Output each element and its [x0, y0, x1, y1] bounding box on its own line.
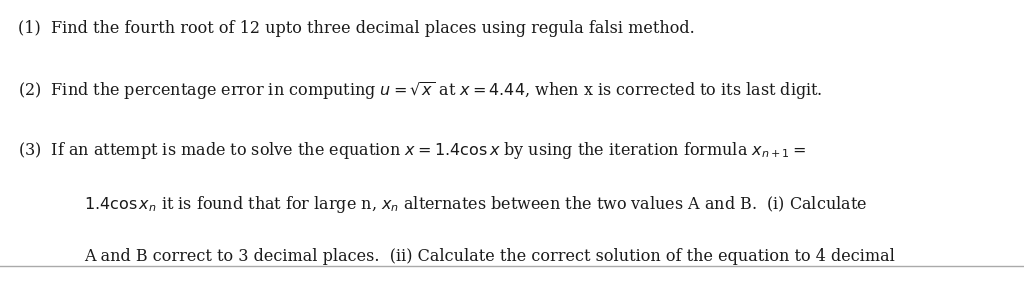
Text: (2)  Find the percentage error in computing $u = \sqrt{x}$ at $x = 4.44$, when x: (2) Find the percentage error in computi… [18, 80, 823, 102]
Text: (3)  If an attempt is made to solve the equation $x = 1.4\cos x$ by using the it: (3) If an attempt is made to solve the e… [18, 140, 807, 161]
Text: A and B correct to 3 decimal places.  (ii) Calculate the correct solution of the: A and B correct to 3 decimal places. (ii… [84, 248, 895, 265]
Text: $1.4\cos x_n$ it is found that for large n, $x_n$ alternates between the two val: $1.4\cos x_n$ it is found that for large… [84, 194, 867, 215]
Text: (1)  Find the fourth root of 12 upto three decimal places using regula falsi met: (1) Find the fourth root of 12 upto thre… [18, 20, 695, 37]
